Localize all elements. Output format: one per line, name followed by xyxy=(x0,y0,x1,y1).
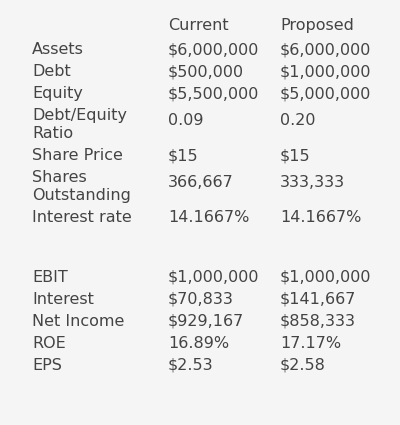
Text: Equity: Equity xyxy=(32,86,83,101)
Text: $70,833: $70,833 xyxy=(168,292,234,307)
Text: $141,667: $141,667 xyxy=(280,292,356,307)
Text: $2.53: $2.53 xyxy=(168,358,214,373)
Text: $500,000: $500,000 xyxy=(168,64,244,79)
Text: 17.17%: 17.17% xyxy=(280,336,341,351)
Text: 333,333: 333,333 xyxy=(280,175,345,190)
Text: $1,000,000: $1,000,000 xyxy=(168,270,260,285)
Text: EBIT: EBIT xyxy=(32,270,68,285)
Text: Current: Current xyxy=(168,18,229,33)
Text: Shares: Shares xyxy=(32,170,87,185)
Text: Net Income: Net Income xyxy=(32,314,124,329)
Text: Interest: Interest xyxy=(32,292,94,307)
Text: $15: $15 xyxy=(280,148,311,163)
Text: $1,000,000: $1,000,000 xyxy=(280,270,372,285)
Text: 14.1667%: 14.1667% xyxy=(280,210,361,225)
Text: 16.89%: 16.89% xyxy=(168,336,229,351)
Text: ROE: ROE xyxy=(32,336,66,351)
Text: Ratio: Ratio xyxy=(32,126,73,141)
Text: $1,000,000: $1,000,000 xyxy=(280,64,372,79)
Text: 14.1667%: 14.1667% xyxy=(168,210,249,225)
Text: Debt/Equity: Debt/Equity xyxy=(32,108,127,123)
Text: $5,000,000: $5,000,000 xyxy=(280,86,371,101)
Text: 0.20: 0.20 xyxy=(280,113,316,128)
Text: $6,000,000: $6,000,000 xyxy=(168,42,259,57)
Text: Outstanding: Outstanding xyxy=(32,188,131,203)
Text: Proposed: Proposed xyxy=(280,18,354,33)
Text: $858,333: $858,333 xyxy=(280,314,356,329)
Text: Share Price: Share Price xyxy=(32,148,123,163)
Text: $5,500,000: $5,500,000 xyxy=(168,86,259,101)
Text: EPS: EPS xyxy=(32,358,62,373)
Text: Assets: Assets xyxy=(32,42,84,57)
Text: 366,667: 366,667 xyxy=(168,175,234,190)
Text: Interest rate: Interest rate xyxy=(32,210,132,225)
Text: $929,167: $929,167 xyxy=(168,314,244,329)
Text: 0.09: 0.09 xyxy=(168,113,204,128)
Text: $15: $15 xyxy=(168,148,199,163)
Text: $6,000,000: $6,000,000 xyxy=(280,42,371,57)
Text: Debt: Debt xyxy=(32,64,71,79)
Text: $2.58: $2.58 xyxy=(280,358,326,373)
